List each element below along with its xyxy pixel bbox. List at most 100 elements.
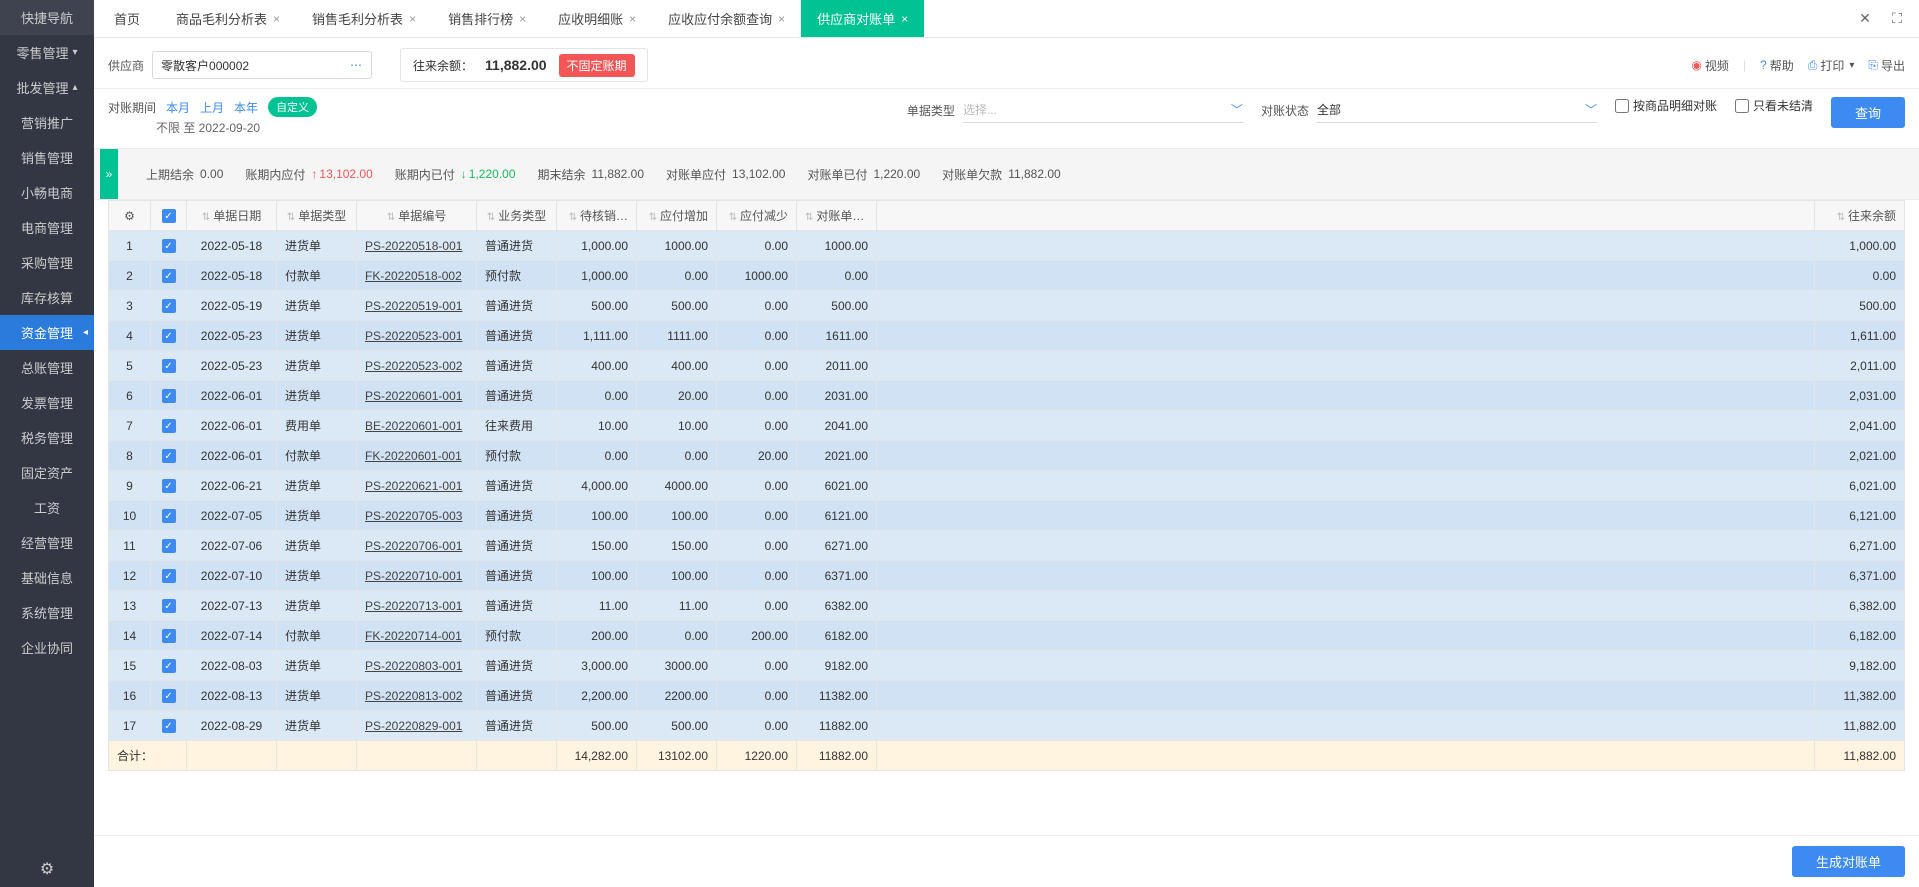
sidebar-item[interactable]: 库存核算 bbox=[0, 280, 94, 315]
sidebar-item[interactable]: 销售管理 bbox=[0, 140, 94, 175]
help-button[interactable]: ?帮助 bbox=[1760, 57, 1794, 74]
row-checkbox[interactable]: ✓ bbox=[151, 471, 187, 501]
query-button[interactable]: 查询 bbox=[1831, 97, 1905, 128]
sidebar-item[interactable]: 工资 bbox=[0, 490, 94, 525]
supplier-picker-icon[interactable]: ⋯ bbox=[350, 58, 363, 72]
cell-doc-no[interactable]: PS-20220523-001 bbox=[357, 321, 477, 351]
tab[interactable]: 销售毛利分析表× bbox=[296, 0, 432, 37]
col-payable-inc[interactable]: ⇅应付增加 bbox=[637, 201, 717, 231]
by-product-detail-checkbox[interactable]: 按商品明细对账 bbox=[1615, 97, 1717, 114]
table-row[interactable]: 14✓2022-07-14付款单FK-20220714-001预付款200.00… bbox=[109, 621, 1905, 651]
row-checkbox[interactable]: ✓ bbox=[151, 651, 187, 681]
col-biz-type[interactable]: ⇅业务类型 bbox=[477, 201, 557, 231]
sidebar-item[interactable]: 发票管理 bbox=[0, 385, 94, 420]
sidebar-item[interactable]: 快捷导航 bbox=[0, 0, 94, 35]
table-row[interactable]: 11✓2022-07-06进货单PS-20220706-001普通进货150.0… bbox=[109, 531, 1905, 561]
period-last-month[interactable]: 上月 bbox=[200, 99, 224, 116]
table-row[interactable]: 15✓2022-08-03进货单PS-20220803-001普通进货3,000… bbox=[109, 651, 1905, 681]
cell-doc-no[interactable]: FK-20220714-001 bbox=[357, 621, 477, 651]
col-balance[interactable]: ⇅往来余额 bbox=[1815, 201, 1905, 231]
supplier-input[interactable]: 零散客户000002 ⋯ bbox=[152, 51, 372, 79]
video-button[interactable]: ◉视频 bbox=[1691, 57, 1729, 74]
sidebar-item[interactable]: 企业协同 bbox=[0, 630, 94, 665]
table-row[interactable]: 3✓2022-05-19进货单PS-20220519-001普通进货500.00… bbox=[109, 291, 1905, 321]
sidebar-item[interactable]: 营销推广 bbox=[0, 105, 94, 140]
generate-statement-button[interactable]: 生成对账单 bbox=[1792, 846, 1905, 877]
cell-doc-no[interactable]: PS-20220705-003 bbox=[357, 501, 477, 531]
row-checkbox[interactable]: ✓ bbox=[151, 591, 187, 621]
sidebar-item[interactable]: 小畅电商 bbox=[0, 175, 94, 210]
close-icon[interactable]: × bbox=[778, 12, 785, 26]
table-row[interactable]: 7✓2022-06-01费用单BE-20220601-001往来费用10.001… bbox=[109, 411, 1905, 441]
row-checkbox[interactable]: ✓ bbox=[151, 261, 187, 291]
row-checkbox[interactable]: ✓ bbox=[151, 321, 187, 351]
tab[interactable]: 供应商对账单× bbox=[801, 0, 924, 37]
sidebar-item[interactable]: 税务管理 bbox=[0, 420, 94, 455]
tab[interactable]: 应收应付余额查询× bbox=[652, 0, 801, 37]
col-date[interactable]: ⇅单据日期 bbox=[187, 201, 277, 231]
row-checkbox[interactable]: ✓ bbox=[151, 381, 187, 411]
table-row[interactable]: 9✓2022-06-21进货单PS-20220621-001普通进货4,000.… bbox=[109, 471, 1905, 501]
doc-type-select[interactable]: 选择... ﹀ bbox=[963, 97, 1243, 123]
close-icon[interactable]: × bbox=[519, 12, 526, 26]
fullscreen-icon[interactable]: ⛶ bbox=[1883, 5, 1911, 33]
cell-doc-no[interactable]: FK-20220518-002 bbox=[357, 261, 477, 291]
sidebar-item[interactable]: 基础信息 bbox=[0, 560, 94, 595]
sidebar-item[interactable]: 固定资产 bbox=[0, 455, 94, 490]
table-row[interactable]: 10✓2022-07-05进货单PS-20220705-003普通进货100.0… bbox=[109, 501, 1905, 531]
expand-panel-button[interactable]: » bbox=[100, 149, 118, 199]
close-icon[interactable]: × bbox=[901, 12, 908, 26]
sidebar-item[interactable]: 批发管理▴ bbox=[0, 70, 94, 105]
select-all-checkbox[interactable]: ✓ bbox=[151, 201, 187, 231]
print-button[interactable]: ⎙打印▾ bbox=[1808, 57, 1855, 74]
cell-doc-no[interactable]: PS-20220523-002 bbox=[357, 351, 477, 381]
sidebar-settings-button[interactable]: ⚙ bbox=[0, 851, 94, 887]
table-row[interactable]: 6✓2022-06-01进货单PS-20220601-001普通进货0.0020… bbox=[109, 381, 1905, 411]
close-icon[interactable]: × bbox=[409, 12, 416, 26]
tab-home[interactable]: 首页 bbox=[94, 0, 160, 37]
column-settings-button[interactable]: ⚙ bbox=[109, 201, 151, 231]
cell-doc-no[interactable]: BE-20220601-001 bbox=[357, 411, 477, 441]
row-checkbox[interactable]: ✓ bbox=[151, 231, 187, 261]
table-row[interactable]: 16✓2022-08-13进货单PS-20220813-002普通进货2,200… bbox=[109, 681, 1905, 711]
cell-doc-no[interactable]: PS-20220518-001 bbox=[357, 231, 477, 261]
cell-doc-no[interactable]: PS-20220803-001 bbox=[357, 651, 477, 681]
col-owed[interactable]: ⇅对账单欠款 bbox=[797, 201, 877, 231]
table-row[interactable]: 17✓2022-08-29进货单PS-20220829-001普通进货500.0… bbox=[109, 711, 1905, 741]
col-payable-dec[interactable]: ⇅应付减少 bbox=[717, 201, 797, 231]
col-doc-no[interactable]: ⇅单据编号 bbox=[357, 201, 477, 231]
close-icon[interactable]: × bbox=[629, 12, 636, 26]
cell-doc-no[interactable]: PS-20220829-001 bbox=[357, 711, 477, 741]
row-checkbox[interactable]: ✓ bbox=[151, 711, 187, 741]
row-checkbox[interactable]: ✓ bbox=[151, 291, 187, 321]
cell-doc-no[interactable]: PS-20220813-002 bbox=[357, 681, 477, 711]
col-pending[interactable]: ⇅待核销… bbox=[557, 201, 637, 231]
close-all-tabs-icon[interactable]: ✕ bbox=[1851, 5, 1879, 33]
sidebar-item[interactable]: 资金管理◂ bbox=[0, 315, 94, 350]
table-row[interactable]: 12✓2022-07-10进货单PS-20220710-001普通进货100.0… bbox=[109, 561, 1905, 591]
status-select[interactable]: 全部 ﹀ bbox=[1317, 97, 1597, 123]
sidebar-item[interactable]: 总账管理 bbox=[0, 350, 94, 385]
table-row[interactable]: 13✓2022-07-13进货单PS-20220713-001普通进货11.00… bbox=[109, 591, 1905, 621]
cell-doc-no[interactable]: PS-20220710-001 bbox=[357, 561, 477, 591]
row-checkbox[interactable]: ✓ bbox=[151, 441, 187, 471]
table-row[interactable]: 1✓2022-05-18进货单PS-20220518-001普通进货1,000.… bbox=[109, 231, 1905, 261]
only-unsettled-checkbox[interactable]: 只看未结清 bbox=[1735, 97, 1813, 114]
cell-doc-no[interactable]: PS-20220601-001 bbox=[357, 381, 477, 411]
row-checkbox[interactable]: ✓ bbox=[151, 681, 187, 711]
row-checkbox[interactable]: ✓ bbox=[151, 561, 187, 591]
table-row[interactable]: 8✓2022-06-01付款单FK-20220601-001预付款0.000.0… bbox=[109, 441, 1905, 471]
row-checkbox[interactable]: ✓ bbox=[151, 531, 187, 561]
sidebar-item[interactable]: 经营管理 bbox=[0, 525, 94, 560]
cell-doc-no[interactable]: PS-20220706-001 bbox=[357, 531, 477, 561]
period-this-year[interactable]: 本年 bbox=[234, 99, 258, 116]
sidebar-item[interactable]: 采购管理 bbox=[0, 245, 94, 280]
col-doc-type[interactable]: ⇅单据类型 bbox=[277, 201, 357, 231]
cell-doc-no[interactable]: PS-20220519-001 bbox=[357, 291, 477, 321]
cell-doc-no[interactable]: PS-20220621-001 bbox=[357, 471, 477, 501]
cell-doc-no[interactable]: FK-20220601-001 bbox=[357, 441, 477, 471]
period-this-month[interactable]: 本月 bbox=[166, 99, 190, 116]
sidebar-item[interactable]: 电商管理 bbox=[0, 210, 94, 245]
table-row[interactable]: 2✓2022-05-18付款单FK-20220518-002预付款1,000.0… bbox=[109, 261, 1905, 291]
sidebar-item[interactable]: 零售管理▾ bbox=[0, 35, 94, 70]
